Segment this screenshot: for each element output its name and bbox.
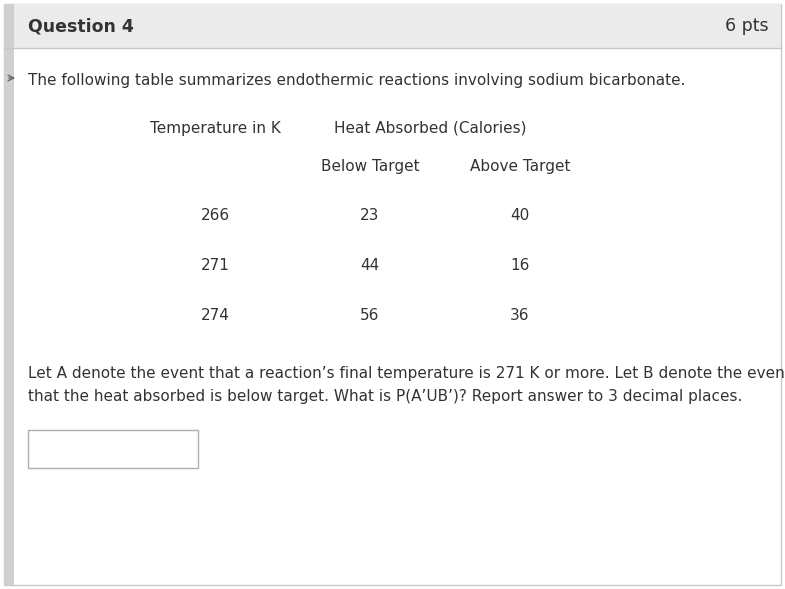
Text: 44: 44 (360, 259, 380, 273)
Text: Above Target: Above Target (469, 158, 570, 174)
Text: 271: 271 (200, 259, 229, 273)
Text: Let A denote the event that a reaction’s final temperature is 271 K or more. Let: Let A denote the event that a reaction’s… (28, 366, 785, 405)
Text: Below Target: Below Target (321, 158, 419, 174)
Text: 23: 23 (360, 209, 380, 223)
Text: 266: 266 (200, 209, 229, 223)
Bar (4, 4, 14, 585)
Text: Temperature in K: Temperature in K (150, 121, 280, 135)
Text: 40: 40 (510, 209, 530, 223)
Text: Heat Absorbed (Calories): Heat Absorbed (Calories) (334, 121, 526, 135)
Text: Question 4: Question 4 (28, 17, 134, 35)
Text: The following table summarizes endothermic reactions involving sodium bicarbonat: The following table summarizes endotherm… (28, 72, 685, 88)
Text: 36: 36 (510, 309, 530, 323)
Text: 6 pts: 6 pts (725, 17, 769, 35)
Text: 16: 16 (510, 259, 530, 273)
Text: 56: 56 (360, 309, 380, 323)
Bar (28, 430, 198, 468)
Bar (4, 4, 781, 48)
Text: 274: 274 (200, 309, 229, 323)
